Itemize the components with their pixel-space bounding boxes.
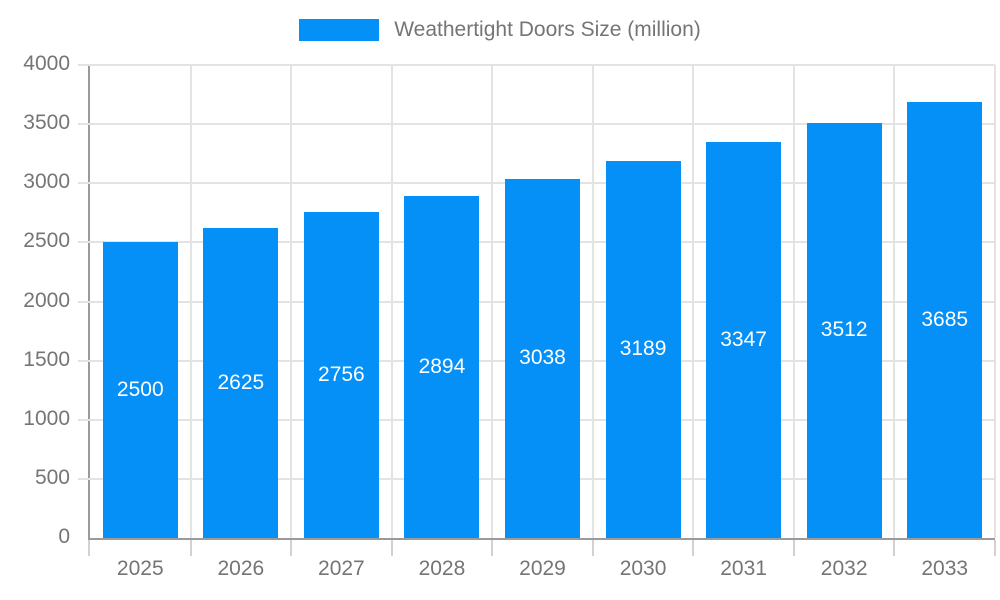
y-axis-tick-label: 2000 — [23, 288, 70, 312]
y-axis-tick-label: 3500 — [23, 111, 70, 135]
y-axis-tick-label: 1000 — [23, 406, 70, 430]
x-axis-tick-label: 2033 — [921, 557, 969, 580]
x-axis-tick-label: 2028 — [418, 557, 466, 580]
bar-value-label: 2625 — [217, 370, 265, 394]
x-axis-tick — [893, 540, 896, 556]
bar-2026: 2625 — [203, 227, 279, 538]
bar-2032: 3512 — [806, 122, 882, 538]
x-axis-tick-label: 2031 — [720, 557, 767, 580]
horizontal-gridline — [78, 123, 995, 126]
x-axis-tick-label: 2025 — [116, 557, 164, 580]
vertical-gridline — [290, 65, 293, 538]
x-axis-tick — [994, 540, 996, 556]
bar-value-label: 3347 — [720, 328, 767, 352]
chart-legend: Weathertight Doors Size (million) — [0, 18, 1000, 42]
y-axis-tick-label: 1500 — [23, 347, 70, 371]
vertical-gridline — [189, 65, 192, 538]
x-axis-tick — [491, 540, 494, 556]
x-axis-tick-label: 2026 — [217, 557, 265, 580]
vertical-gridline — [491, 65, 494, 538]
x-axis-tick — [189, 540, 192, 556]
y-axis-tick-label: 4000 — [23, 52, 70, 75]
y-axis-tick-label: 2500 — [23, 229, 70, 253]
bar-2030: 3189 — [605, 160, 681, 538]
vertical-gridline — [994, 65, 996, 538]
bar-value-label: 3685 — [921, 308, 969, 332]
x-axis-tick — [692, 540, 695, 556]
y-axis-tick-label: 3000 — [23, 170, 70, 194]
x-axis-tick — [290, 540, 293, 556]
x-axis-tick — [390, 540, 393, 556]
vertical-gridline — [692, 65, 695, 538]
bar-value-label: 3189 — [619, 337, 667, 361]
y-axis-tick-label: 500 — [34, 465, 70, 489]
bar-2025: 2500 — [102, 242, 178, 538]
bar-2033: 3685 — [907, 102, 983, 538]
bar-2031: 3347 — [706, 142, 782, 538]
bar-2028: 2894 — [404, 195, 480, 538]
x-axis-tick-label: 2029 — [519, 557, 566, 580]
x-axis-tick-label: 2027 — [318, 557, 365, 580]
bar-2027: 2756 — [303, 212, 379, 538]
legend-label: Weathertight Doors Size (million) — [394, 18, 701, 41]
bar-value-label: 2756 — [318, 363, 365, 387]
chart-plot-area: 0 500 1000 1500 2000 2500 3000 3500 4000 2500 2025… — [23, 52, 996, 580]
bar-2029: 3038 — [505, 178, 580, 538]
horizontal-gridline — [78, 64, 995, 66]
x-axis-tick-label: 2032 — [820, 557, 868, 580]
x-axis-tick — [88, 540, 90, 556]
bar-value-label: 2500 — [116, 378, 164, 402]
legend-swatch — [299, 19, 380, 41]
vertical-gridline — [390, 65, 393, 538]
bar-value-label: 3512 — [820, 318, 868, 342]
x-axis-tick — [591, 540, 594, 556]
vertical-gridline — [792, 65, 795, 538]
bar-value-label: 2894 — [418, 354, 466, 378]
vertical-gridline — [591, 65, 594, 538]
x-axis-tick — [792, 540, 795, 556]
bar-value-label: 3038 — [519, 346, 566, 370]
vertical-gridline — [893, 65, 896, 538]
y-axis-tick-label: 0 — [58, 525, 70, 548]
x-axis-tick-label: 2030 — [619, 557, 667, 580]
